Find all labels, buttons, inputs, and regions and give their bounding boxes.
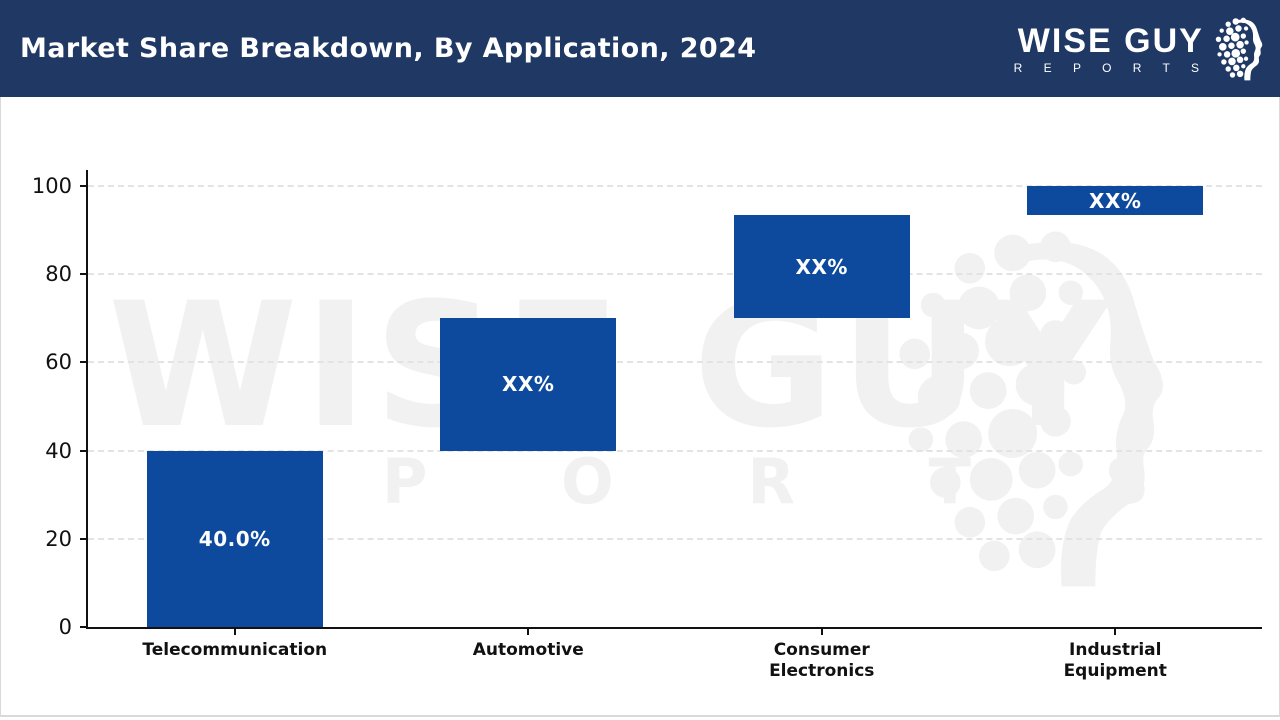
y-tick-mark bbox=[80, 537, 88, 540]
bottom-border bbox=[0, 715, 1280, 717]
bar-value-label: XX% bbox=[502, 372, 555, 397]
y-tick-label: 40 bbox=[45, 438, 72, 463]
x-tick-mark bbox=[1114, 629, 1117, 635]
logo-text: WISE GUY R E P O R T S bbox=[1014, 24, 1208, 74]
y-tick-mark bbox=[80, 273, 88, 276]
y-tick-mark bbox=[80, 626, 88, 628]
logo-face-icon bbox=[1212, 12, 1266, 86]
y-tick-mark bbox=[80, 361, 88, 364]
page-title: Market Share Breakdown, By Application, … bbox=[20, 33, 757, 64]
x-axis-line bbox=[86, 627, 1262, 629]
brand-logo: WISE GUY R E P O R T S bbox=[1014, 8, 1266, 90]
y-tick-label: 20 bbox=[45, 526, 72, 551]
y-tick-label: 80 bbox=[45, 262, 72, 287]
chart-area: WISE GUY P O R T S 0 20 40 60 80 100 40.0% Tele… bbox=[0, 97, 1280, 720]
y-tick-label: 60 bbox=[45, 350, 72, 375]
logo-subtext: R E P O R T S bbox=[1013, 61, 1208, 75]
y-tick-label: 0 bbox=[58, 615, 72, 639]
x-category-label: Consumer Electronics bbox=[769, 640, 875, 681]
gridline bbox=[88, 185, 1262, 187]
y-tick-label: 100 bbox=[31, 174, 72, 198]
bar-value-label: XX% bbox=[795, 254, 848, 279]
header: Market Share Breakdown, By Application, … bbox=[0, 0, 1280, 97]
gridline bbox=[88, 537, 1262, 540]
x-tick-mark bbox=[527, 629, 530, 635]
y-tick-mark bbox=[80, 185, 88, 187]
bar-segment: XX% bbox=[1027, 186, 1204, 216]
left-border bbox=[0, 97, 1, 717]
x-category-label: Automotive bbox=[472, 640, 584, 660]
bar-value-label: XX% bbox=[1089, 188, 1142, 213]
y-tick-mark bbox=[80, 449, 88, 452]
logo-wordmark: WISE GUY bbox=[1017, 22, 1204, 60]
x-category-label: Industrial Equipment bbox=[1063, 640, 1167, 681]
waterfall-plot: 0 20 40 60 80 100 40.0% Telecommunication XX% Aut… bbox=[0, 97, 1280, 720]
bar-segment: XX% bbox=[733, 215, 910, 319]
x-tick-mark bbox=[233, 629, 236, 635]
bar-segment: 40.0% bbox=[146, 450, 323, 627]
bar-segment: XX% bbox=[440, 318, 617, 451]
gridline bbox=[88, 449, 1262, 452]
x-category-label: Telecommunication bbox=[142, 640, 328, 660]
y-axis-line bbox=[86, 170, 88, 629]
gridline bbox=[88, 273, 1262, 276]
gridline bbox=[88, 361, 1262, 364]
x-tick-mark bbox=[820, 629, 823, 635]
bar-value-label: 40.0% bbox=[198, 526, 271, 551]
